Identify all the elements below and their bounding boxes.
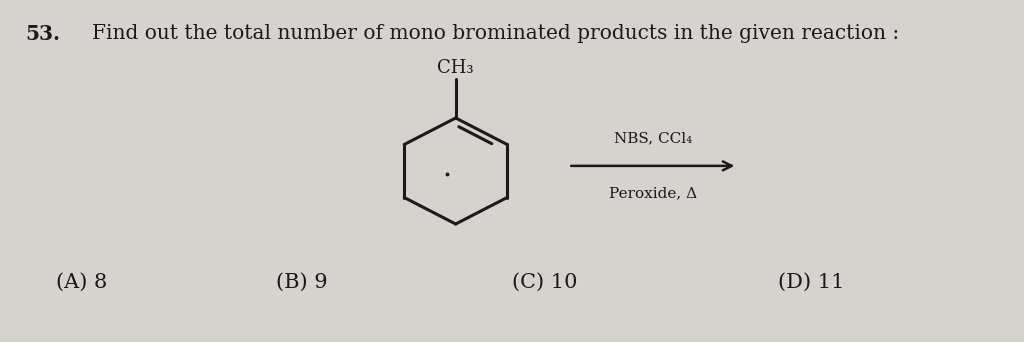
Text: (A) 8: (A) 8 bbox=[56, 273, 108, 292]
Text: Find out the total number of mono brominated products in the given reaction :: Find out the total number of mono bromin… bbox=[92, 24, 899, 43]
Text: Peroxide, Δ: Peroxide, Δ bbox=[608, 186, 697, 200]
Text: CH₃: CH₃ bbox=[437, 59, 474, 77]
Text: NBS, CCl₄: NBS, CCl₄ bbox=[613, 131, 692, 145]
Text: (D) 11: (D) 11 bbox=[778, 273, 845, 292]
Text: (C) 10: (C) 10 bbox=[512, 273, 578, 292]
Text: (B) 9: (B) 9 bbox=[276, 273, 328, 292]
Text: 53.: 53. bbox=[26, 24, 60, 44]
